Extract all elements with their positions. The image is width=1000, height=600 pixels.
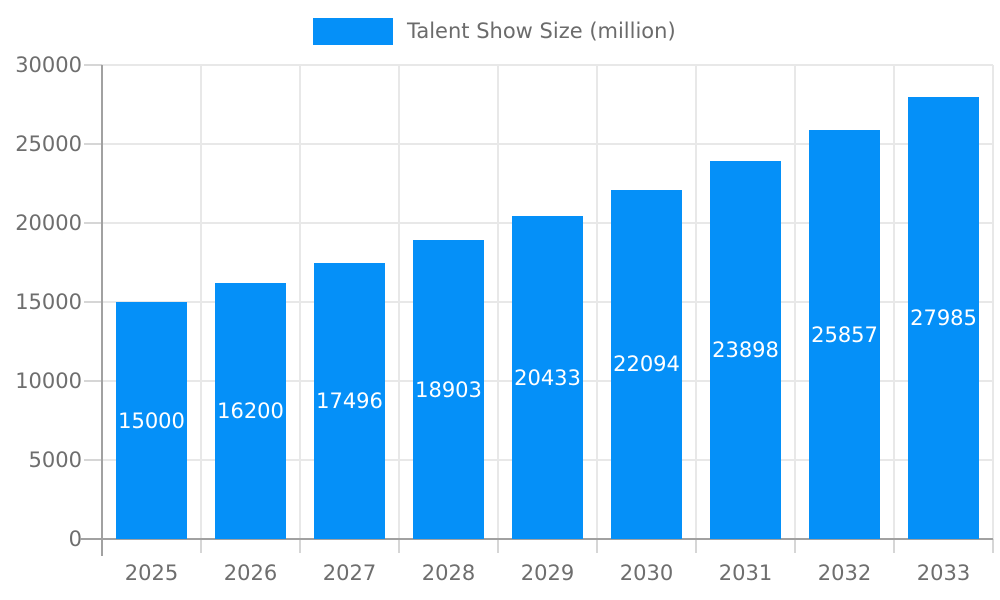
bar-value-label: 18903 <box>415 377 482 402</box>
x-tick-mark <box>893 539 895 553</box>
x-axis-tick-label: 2030 <box>619 561 674 585</box>
y-axis-tick-label: 5000 <box>28 448 82 472</box>
x-gridline <box>596 65 598 539</box>
y-axis-tick-label: 0 <box>68 527 82 551</box>
y-tick-mark <box>84 301 102 303</box>
x-tick-mark <box>200 539 202 553</box>
y-axis-tick-label: 10000 <box>15 369 82 393</box>
y-tick-mark <box>84 143 102 145</box>
x-tick-mark <box>596 539 598 553</box>
y-axis-tick-label: 30000 <box>15 53 82 77</box>
legend-label: Talent Show Size (million) <box>407 19 676 43</box>
x-axis-tick-label: 2025 <box>124 561 179 585</box>
bar-2033[interactable] <box>908 96 979 539</box>
x-gridline <box>695 65 697 539</box>
x-gridline <box>497 65 499 539</box>
x-gridline <box>200 65 202 539</box>
x-axis-tick-label: 2028 <box>421 561 476 585</box>
x-gridline <box>893 65 895 539</box>
x-gridline <box>794 65 796 539</box>
x-axis-tick-label: 2027 <box>322 561 377 585</box>
bar-2031[interactable] <box>710 161 781 539</box>
x-axis-line <box>80 538 993 540</box>
y-gridline <box>102 64 993 66</box>
bar-2026[interactable] <box>215 283 286 539</box>
y-tick-mark <box>84 64 102 66</box>
x-tick-mark <box>695 539 697 553</box>
y-axis-tick-label: 15000 <box>15 290 82 314</box>
x-tick-mark <box>398 539 400 553</box>
y-gridline <box>102 143 993 145</box>
bar-value-label: 25857 <box>811 322 878 347</box>
x-axis-tick-label: 2031 <box>718 561 773 585</box>
y-tick-mark <box>84 222 102 224</box>
bar-value-label: 22094 <box>613 352 680 377</box>
bar-2027[interactable] <box>314 262 385 539</box>
y-axis-tick-label: 20000 <box>15 211 82 235</box>
x-axis-tick-label: 2032 <box>817 561 872 585</box>
x-axis-tick-label: 2026 <box>223 561 278 585</box>
x-tick-mark <box>497 539 499 553</box>
bar-2025[interactable] <box>116 302 187 539</box>
legend-swatch-icon <box>313 18 393 45</box>
bar-2029[interactable] <box>512 216 583 539</box>
x-gridline <box>299 65 301 539</box>
y-tick-mark <box>84 380 102 382</box>
bar-value-label: 23898 <box>712 338 779 363</box>
bar-2028[interactable] <box>413 240 484 539</box>
bar-value-label: 27985 <box>910 305 977 330</box>
bar-value-label: 16200 <box>217 399 284 424</box>
x-gridline <box>398 65 400 539</box>
bar-value-label: 20433 <box>514 365 581 390</box>
y-axis-tick-label: 25000 <box>15 132 82 156</box>
x-tick-mark <box>992 539 994 553</box>
x-tick-mark <box>794 539 796 553</box>
bar-2032[interactable] <box>809 130 880 539</box>
x-tick-mark <box>299 539 301 553</box>
y-axis-line <box>101 65 103 556</box>
y-tick-mark <box>84 459 102 461</box>
x-axis-tick-label: 2033 <box>916 561 971 585</box>
bar-2030[interactable] <box>611 189 682 539</box>
x-gridline <box>992 65 994 539</box>
bar-value-label: 15000 <box>118 408 185 433</box>
legend-item[interactable]: Talent Show Size (million) <box>313 18 676 45</box>
bar-value-label: 17496 <box>316 388 383 413</box>
x-axis-tick-label: 2029 <box>520 561 575 585</box>
